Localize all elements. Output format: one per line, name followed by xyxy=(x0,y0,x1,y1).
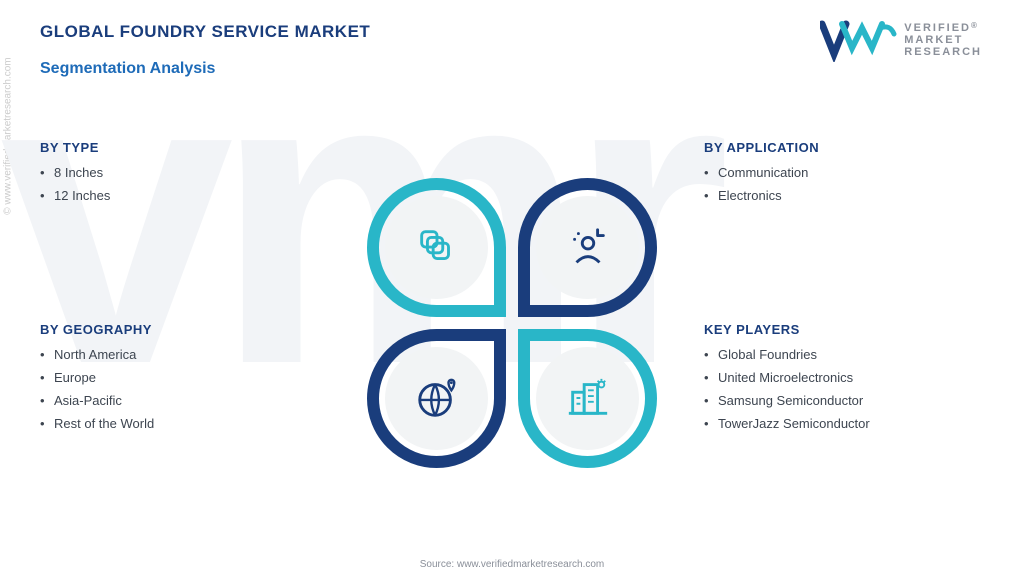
petal-inner xyxy=(385,196,488,299)
list-item: 12 Inches xyxy=(40,188,250,203)
logo-text: VERIFIED® MARKET RESEARCH xyxy=(904,22,982,58)
section-heading: BY TYPE xyxy=(40,140,250,155)
list-item: Electronics xyxy=(704,188,964,203)
header: GLOBAL FOUNDRY SERVICE MARKET Segmentati… xyxy=(40,22,370,78)
list-item: Rest of the World xyxy=(40,416,250,431)
logo-line1: VERIFIED xyxy=(904,22,971,34)
petal-inner xyxy=(536,347,639,450)
section-list: Communication Electronics xyxy=(704,165,964,203)
list-item: Europe xyxy=(40,370,250,385)
source-attribution: Source: www.verifiedmarketresearch.com xyxy=(420,559,605,570)
list-item: 8 Inches xyxy=(40,165,250,180)
section-key-players: KEY PLAYERS Global Foundries United Micr… xyxy=(704,322,984,439)
petal-geography xyxy=(367,329,506,468)
center-diagram xyxy=(367,178,657,468)
petal-inner xyxy=(536,196,639,299)
globe-pin-icon xyxy=(414,375,460,421)
buildings-icon xyxy=(565,375,611,421)
brand-logo: VERIFIED® MARKET RESEARCH xyxy=(820,18,982,62)
logo-line2: MARKET xyxy=(904,34,982,46)
section-by-type: BY TYPE 8 Inches 12 Inches xyxy=(40,140,250,211)
person-icon xyxy=(565,224,611,270)
section-heading: BY APPLICATION xyxy=(704,140,964,155)
page-subtitle: Segmentation Analysis xyxy=(40,60,370,78)
section-list: Global Foundries United Microelectronics… xyxy=(704,347,984,431)
layers-icon xyxy=(414,224,460,270)
logo-registered: ® xyxy=(971,21,979,30)
list-item: Samsung Semiconductor xyxy=(704,393,984,408)
page-title: GLOBAL FOUNDRY SERVICE MARKET xyxy=(40,22,370,42)
section-list: 8 Inches 12 Inches xyxy=(40,165,250,203)
list-item: United Microelectronics xyxy=(704,370,984,385)
petal-type xyxy=(367,178,506,317)
section-by-geography: BY GEOGRAPHY North America Europe Asia-P… xyxy=(40,322,250,439)
list-item: Global Foundries xyxy=(704,347,984,362)
list-item: TowerJazz Semiconductor xyxy=(704,416,984,431)
section-by-application: BY APPLICATION Communication Electronics xyxy=(704,140,964,211)
petal-application xyxy=(518,178,657,317)
logo-line3: RESEARCH xyxy=(904,46,982,58)
section-list: North America Europe Asia-Pacific Rest o… xyxy=(40,347,250,431)
petal-inner xyxy=(385,347,488,450)
list-item: Communication xyxy=(704,165,964,180)
section-heading: BY GEOGRAPHY xyxy=(40,322,250,337)
petal-players xyxy=(518,329,657,468)
list-item: Asia-Pacific xyxy=(40,393,250,408)
logo-mark-icon xyxy=(820,18,898,62)
list-item: North America xyxy=(40,347,250,362)
section-heading: KEY PLAYERS xyxy=(704,322,984,337)
